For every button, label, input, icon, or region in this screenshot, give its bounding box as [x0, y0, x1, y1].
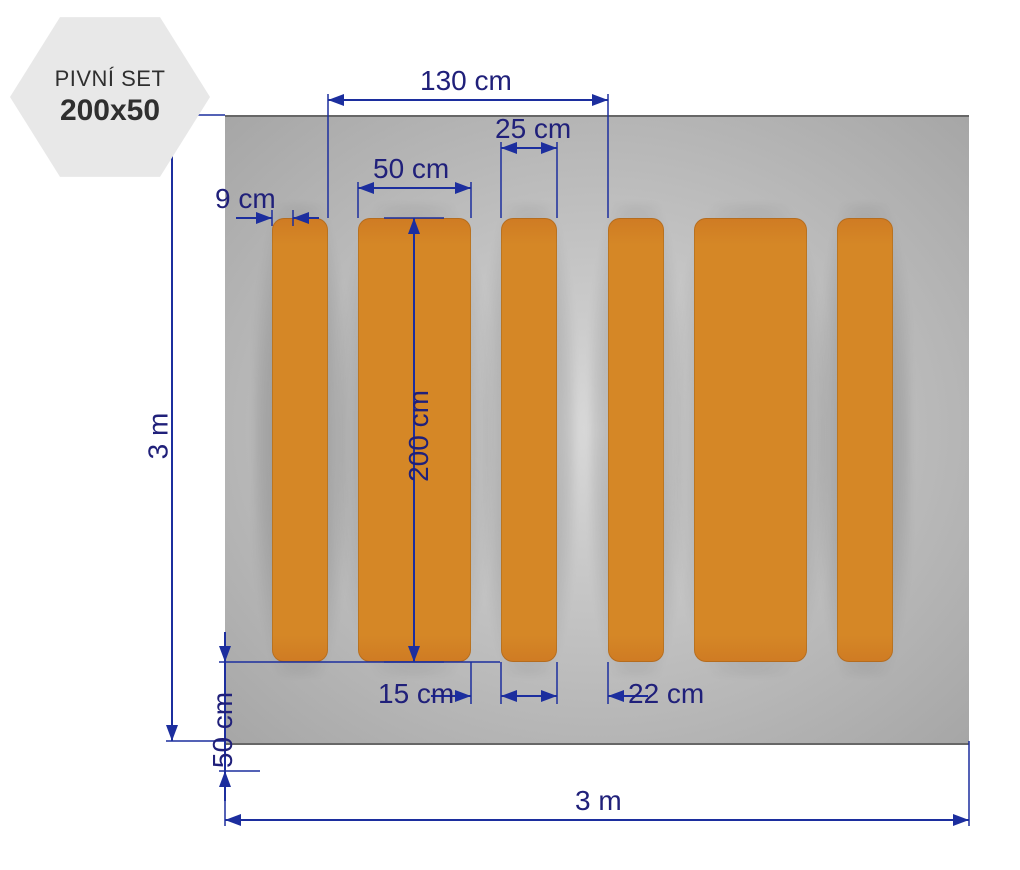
dim-label-3m-v: 3 m: [142, 413, 174, 460]
table-2: [694, 218, 807, 662]
dim-label-9cm: 9 cm: [215, 183, 276, 215]
bench-2-right: [837, 218, 893, 662]
dim-label-22cm: 22 cm: [628, 678, 704, 710]
badge-line-2: 200x50: [60, 94, 160, 128]
bench-1-left: [272, 218, 328, 662]
bench-2-left: [608, 218, 664, 662]
dim-label-15cm: 15 cm: [378, 678, 454, 710]
dim-label-130cm: 130 cm: [420, 65, 512, 97]
dim-label-25cm: 25 cm: [495, 113, 571, 145]
product-badge-hexagon: PIVNÍ SET 200x50: [10, 12, 210, 182]
dim-label-200cm: 200 cm: [403, 390, 435, 482]
dim-label-50cm: 50 cm: [373, 153, 449, 185]
badge-line-1: PIVNÍ SET: [55, 66, 166, 92]
dim-label-3m-h: 3 m: [575, 785, 622, 817]
bench-1-right: [501, 218, 557, 662]
dim-label-50cm-v: 50 cm: [207, 692, 239, 768]
